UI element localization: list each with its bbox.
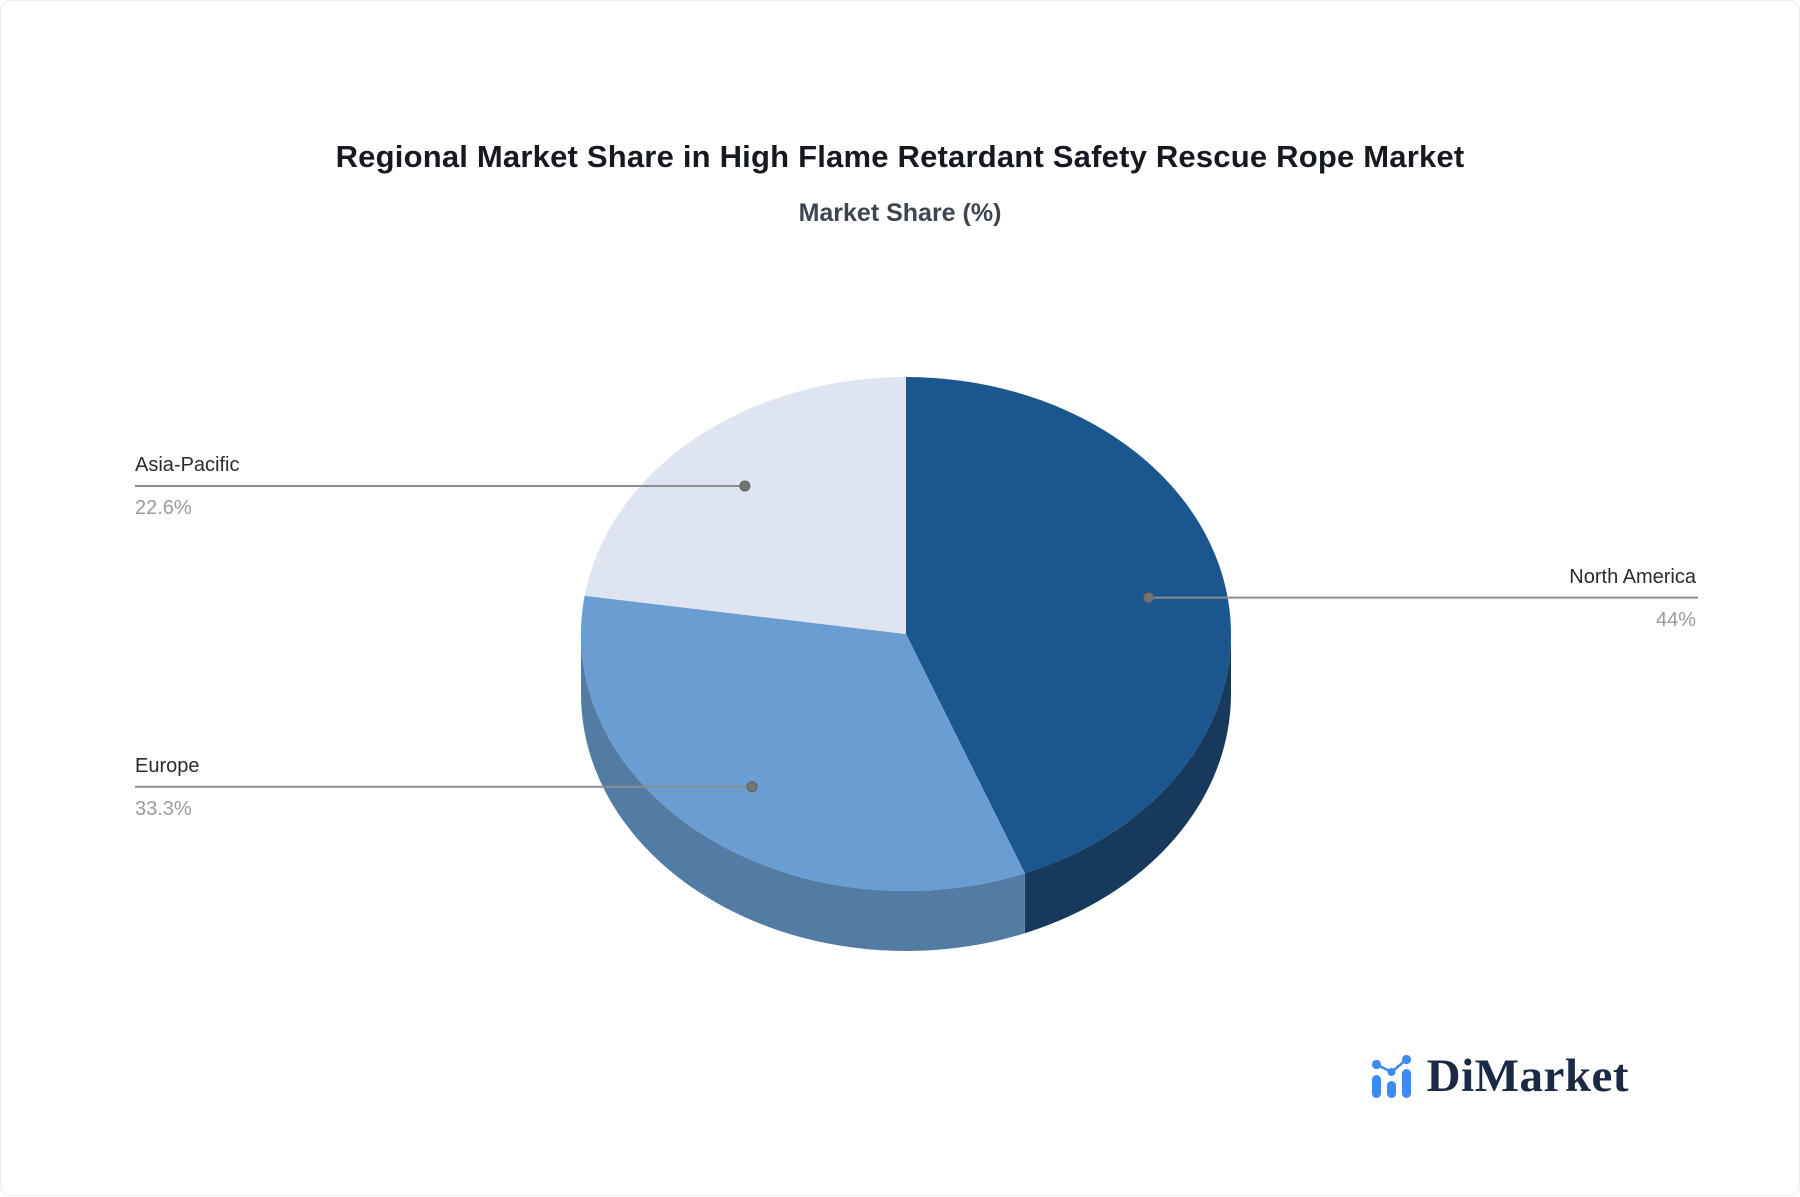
slice-label-north-america: North America — [1569, 565, 1696, 588]
slice-value-north-america: 44% — [1655, 608, 1696, 631]
brand-name: DiMarket — [1426, 1050, 1629, 1102]
pie-slice-europe[interactable] — [581, 595, 1025, 891]
pie-slice-side-north-america — [1024, 634, 1231, 934]
brand-logo: DiMarket — [1370, 1053, 1629, 1100]
bar-line-chart-icon — [1371, 1054, 1411, 1098]
pie-slice-north-america[interactable] — [906, 377, 1231, 874]
chart-title: Regional Market Share in High Flame Reta… — [335, 139, 1465, 174]
slice-value-asia-pacific: 22.6% — [135, 496, 192, 519]
pie-slice-asia-pacific[interactable] — [584, 377, 906, 634]
leader-dot-asia-pacific — [739, 480, 751, 492]
chart-subtitle: Market Share (%) — [798, 199, 1002, 227]
slice-label-asia-pacific: Asia-Pacific — [135, 453, 240, 476]
slice-label-europe: Europe — [135, 754, 200, 777]
pie-slice-side-europe — [581, 634, 1025, 951]
leader-dot-europe — [746, 781, 758, 793]
slice-value-europe: 33.3% — [135, 797, 192, 820]
leader-dot-north-america — [1143, 592, 1155, 604]
